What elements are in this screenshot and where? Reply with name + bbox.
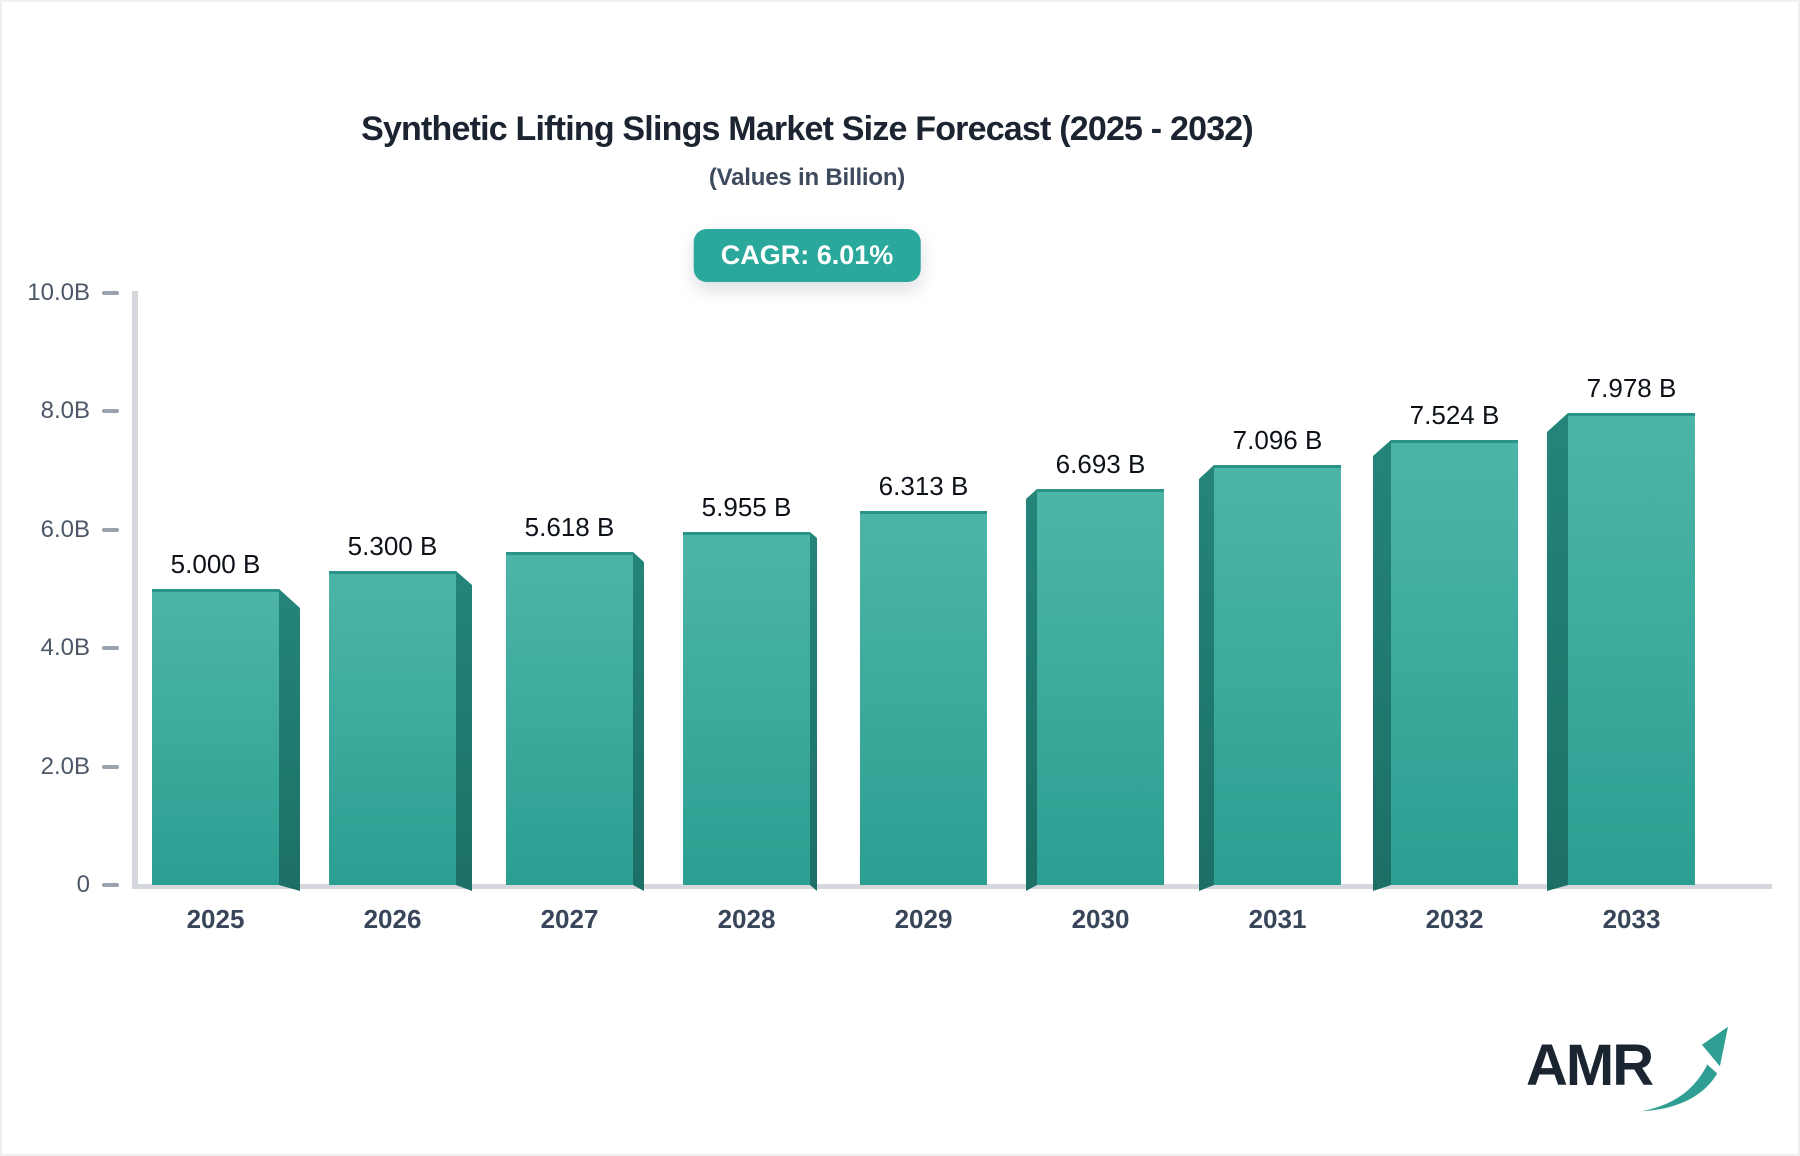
y-axis-label: 4.0B [40, 634, 90, 662]
amr-logo: AMR [1526, 1026, 1736, 1122]
x-axis-label: 2029 [894, 904, 953, 934]
bar-face [683, 532, 810, 885]
chart-subtitle: (Values in Billion) [708, 164, 906, 191]
bar-side-panel [279, 589, 300, 891]
bar-side-panel [1199, 465, 1214, 891]
x-axis-label: 2033 [1602, 904, 1661, 934]
bar-side-panel [810, 532, 817, 891]
logo-arrow-icon [1641, 1026, 1728, 1112]
x-axis-label: 2030 [1071, 904, 1130, 934]
logo-text: AMR [1526, 1033, 1654, 1098]
bar-side-panel [1026, 489, 1037, 891]
bar-value-label: 7.096 B [1232, 425, 1323, 455]
y-axis-label: 0 [76, 871, 90, 898]
x-axis-label: 2027 [540, 904, 599, 934]
bar-value-label: 5.300 B [347, 531, 438, 561]
bar-side-panel [1547, 413, 1568, 891]
y-axis-tick [102, 527, 119, 532]
y-axis-line [132, 291, 138, 886]
x-axis-label: 2031 [1248, 904, 1307, 934]
cagr-badge: CAGR: 6.01% [693, 229, 921, 282]
bar-value-label: 5.000 B [170, 549, 261, 579]
x-axis-label: 2028 [717, 904, 776, 934]
bar-value-label: 7.978 B [1586, 373, 1677, 403]
bar-face [860, 511, 987, 885]
bar-face [506, 552, 633, 885]
bar-value-label: 6.693 B [1055, 449, 1146, 479]
bar-face [152, 589, 279, 885]
bar-value-label: 6.313 B [878, 471, 969, 501]
bar-face [1214, 465, 1341, 885]
y-axis-tick [102, 291, 119, 295]
bar-value-label: 7.524 B [1409, 400, 1500, 430]
y-axis-label: 8.0B [40, 397, 90, 425]
bar-value-label: 5.618 B [524, 512, 615, 542]
x-axis-line [132, 884, 1772, 889]
y-axis-label: 2.0B [40, 752, 90, 780]
bar-face [1391, 440, 1518, 885]
y-axis-tick [102, 883, 119, 887]
bar-face [1037, 489, 1164, 885]
y-axis-tick [102, 409, 119, 414]
y-axis-label: 6.0B [40, 515, 90, 543]
bar-side-panel [456, 571, 472, 891]
bar-face [329, 571, 456, 885]
chart-title: Synthetic Lifting Slings Market Size For… [361, 110, 1254, 148]
x-axis-label: 2026 [363, 904, 422, 934]
bar-side-panel [633, 552, 644, 891]
y-axis-label: 10.0B [27, 279, 90, 306]
bar-value-label: 5.955 B [701, 492, 792, 522]
bar-face [1568, 413, 1695, 885]
y-axis-tick [102, 646, 119, 651]
y-axis-tick [102, 764, 119, 769]
bar-side-panel [1373, 440, 1391, 891]
x-axis-label: 2032 [1425, 904, 1484, 934]
x-axis-label: 2025 [186, 904, 245, 934]
